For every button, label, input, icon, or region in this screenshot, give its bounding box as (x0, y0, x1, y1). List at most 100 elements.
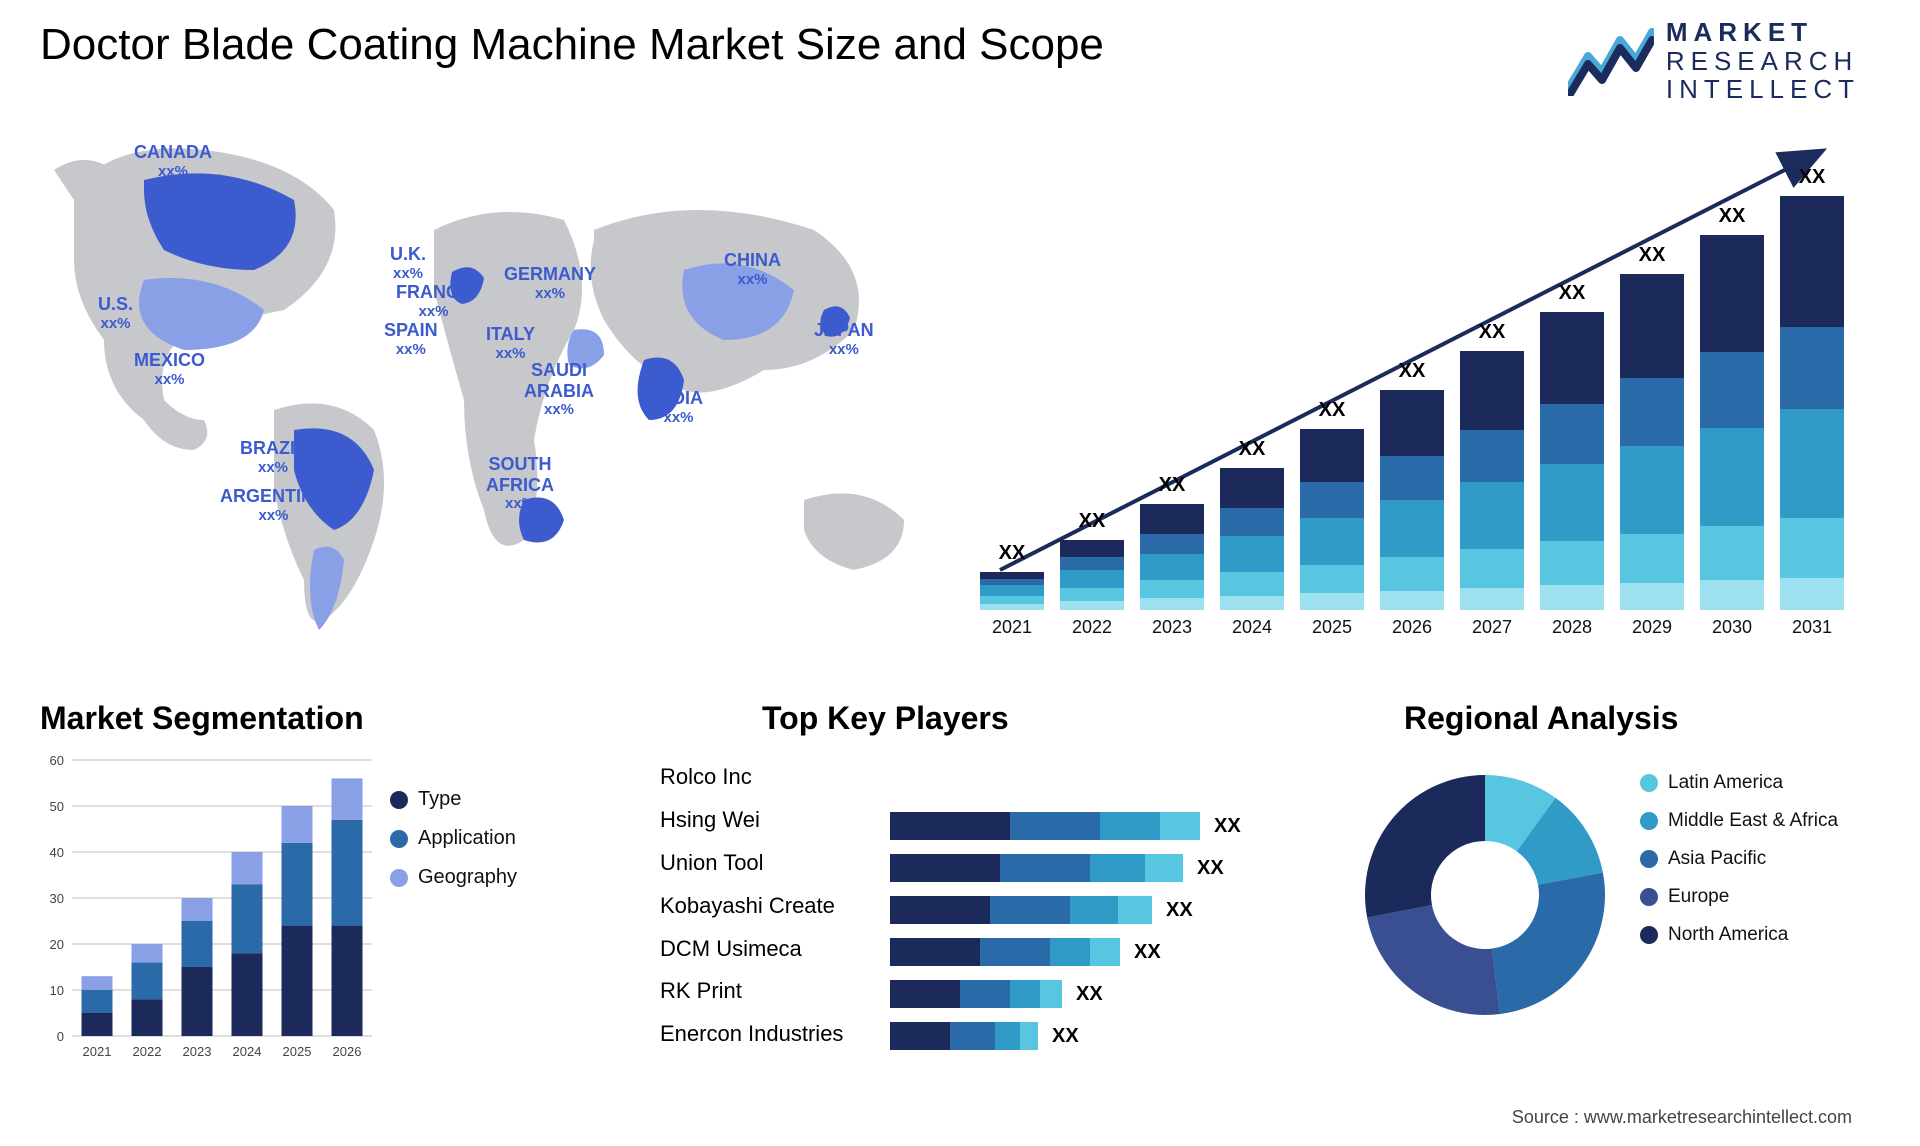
growth-bar-year: 2023 (1140, 617, 1204, 638)
svg-text:60: 60 (50, 753, 64, 768)
map-country-label: MEXICOxx% (134, 350, 205, 388)
logo-text: MARKET RESEARCH INTELLECT (1666, 18, 1860, 104)
map-country-label: ARGENTINAxx% (220, 486, 327, 524)
player-bar-value: XX (1134, 941, 1161, 964)
map-country-label: U.K.xx% (390, 244, 426, 282)
svg-text:2025: 2025 (283, 1044, 312, 1059)
map-country-label: SOUTHAFRICAxx% (486, 454, 554, 513)
segmentation-title: Market Segmentation (40, 700, 364, 737)
map-country-label: GERMANYxx% (504, 264, 596, 302)
map-country-label: BRAZILxx% (240, 438, 306, 476)
growth-bar: 2030XX (1700, 235, 1764, 610)
growth-bar-year: 2027 (1460, 617, 1524, 638)
svg-text:2024: 2024 (233, 1044, 262, 1059)
svg-text:30: 30 (50, 891, 64, 906)
growth-bar-value: XX (1140, 474, 1204, 497)
map-country-label: FRANCExx% (396, 282, 471, 320)
player-bar-row: XX (890, 854, 1300, 882)
growth-bar-year: 2025 (1300, 617, 1364, 638)
svg-text:2026: 2026 (333, 1044, 362, 1059)
player-bar-value: XX (1214, 815, 1241, 838)
growth-bar: 2022XX (1060, 540, 1124, 610)
map-country-label: SAUDIARABIAxx% (524, 360, 594, 419)
player-bar-value: XX (1076, 983, 1103, 1006)
legend-item: Geography (390, 866, 517, 889)
growth-bar-value: XX (1780, 166, 1844, 189)
player-bar-row: XX (890, 938, 1300, 966)
source-text: Source : www.marketresearchintellect.com (1512, 1107, 1852, 1128)
players-title: Top Key Players (762, 700, 1009, 737)
growth-bar-value: XX (1460, 321, 1524, 344)
growth-bar-value: XX (1220, 438, 1284, 461)
growth-bar: 2024XX (1220, 468, 1284, 610)
page-title: Doctor Blade Coating Machine Market Size… (40, 20, 1104, 70)
map-country-label: JAPANxx% (814, 320, 874, 358)
growth-bar-year: 2026 (1380, 617, 1444, 638)
map-country-label: INDIAxx% (654, 388, 703, 426)
growth-bar: 2028XX (1540, 312, 1604, 610)
map-country-label: CHINAxx% (724, 250, 781, 288)
logo-line2: RESEARCH (1666, 47, 1860, 76)
growth-bar-year: 2028 (1540, 617, 1604, 638)
growth-bar-value: XX (1540, 282, 1604, 305)
logo-mark-icon (1568, 26, 1654, 96)
player-name: RK Print (660, 970, 843, 1013)
logo-line3: INTELLECT (1666, 75, 1860, 104)
player-name: Enercon Industries (660, 1013, 843, 1056)
svg-text:2023: 2023 (183, 1044, 212, 1059)
growth-bar-year: 2031 (1780, 617, 1844, 638)
player-bar-row (890, 770, 1300, 798)
legend-item: Middle East & Africa (1640, 810, 1838, 832)
svg-text:50: 50 (50, 799, 64, 814)
player-bar-value: XX (1166, 899, 1193, 922)
player-bar-row: XX (890, 896, 1300, 924)
legend-item: Europe (1640, 886, 1838, 908)
regional-legend: Latin America Middle East & Africa Asia Pa… (1640, 772, 1838, 962)
player-bar-row: XX (890, 812, 1300, 840)
growth-bar-value: XX (1060, 510, 1124, 533)
growth-bar-value: XX (1620, 244, 1684, 267)
growth-bar: 2021XX (980, 572, 1044, 610)
growth-bar: 2029XX (1620, 274, 1684, 610)
svg-text:40: 40 (50, 845, 64, 860)
legend-item: Type (390, 788, 517, 811)
growth-bar: 2023XX (1140, 504, 1204, 610)
player-bar-row: XX (890, 980, 1300, 1008)
growth-bar-value: XX (1700, 205, 1764, 228)
growth-bar-value: XX (1300, 399, 1364, 422)
growth-bar-year: 2021 (980, 617, 1044, 638)
growth-bar: 2027XX (1460, 351, 1524, 610)
growth-bar-year: 2029 (1620, 617, 1684, 638)
legend-item: Latin America (1640, 772, 1838, 794)
svg-text:10: 10 (50, 983, 64, 998)
player-name: Hsing Wei (660, 799, 843, 842)
segmentation-chart: 0102030405060202120222023202420252026 (38, 752, 378, 1062)
legend-item: Asia Pacific (1640, 848, 1838, 870)
growth-bar-year: 2024 (1220, 617, 1284, 638)
regional-donut (1350, 760, 1620, 1030)
growth-bar-value: XX (980, 542, 1044, 565)
player-bar-value: XX (1052, 1025, 1079, 1048)
player-bar-row: XX (890, 1022, 1300, 1050)
player-name: Kobayashi Create (660, 885, 843, 928)
svg-text:2022: 2022 (133, 1044, 162, 1059)
svg-text:20: 20 (50, 937, 64, 952)
player-name: Union Tool (660, 842, 843, 885)
regional-title: Regional Analysis (1404, 700, 1678, 737)
growth-bar: 2025XX (1300, 429, 1364, 610)
logo-line1: MARKET (1666, 17, 1813, 47)
growth-stacked-chart: 2021XX2022XX2023XX2024XX2025XX2026XX2027… (970, 140, 1860, 640)
players-bars: XXXXXXXXXXXX (890, 770, 1300, 1064)
growth-bar-value: XX (1380, 360, 1444, 383)
growth-bar: 2031XX (1780, 196, 1844, 610)
players-list: Rolco IncHsing WeiUnion ToolKobayashi Cr… (660, 756, 843, 1056)
player-bar-value: XX (1197, 857, 1224, 880)
growth-bar-year: 2030 (1700, 617, 1764, 638)
world-map: CANADAxx%U.S.xx%MEXICOxx%BRAZILxx%ARGENT… (34, 120, 944, 650)
brand-logo: MARKET RESEARCH INTELLECT (1568, 18, 1860, 104)
legend-item: North America (1640, 924, 1838, 946)
player-name: Rolco Inc (660, 756, 843, 799)
growth-bar: 2026XX (1380, 390, 1444, 610)
map-country-label: CANADAxx% (134, 142, 212, 180)
map-country-label: SPAINxx% (384, 320, 438, 358)
